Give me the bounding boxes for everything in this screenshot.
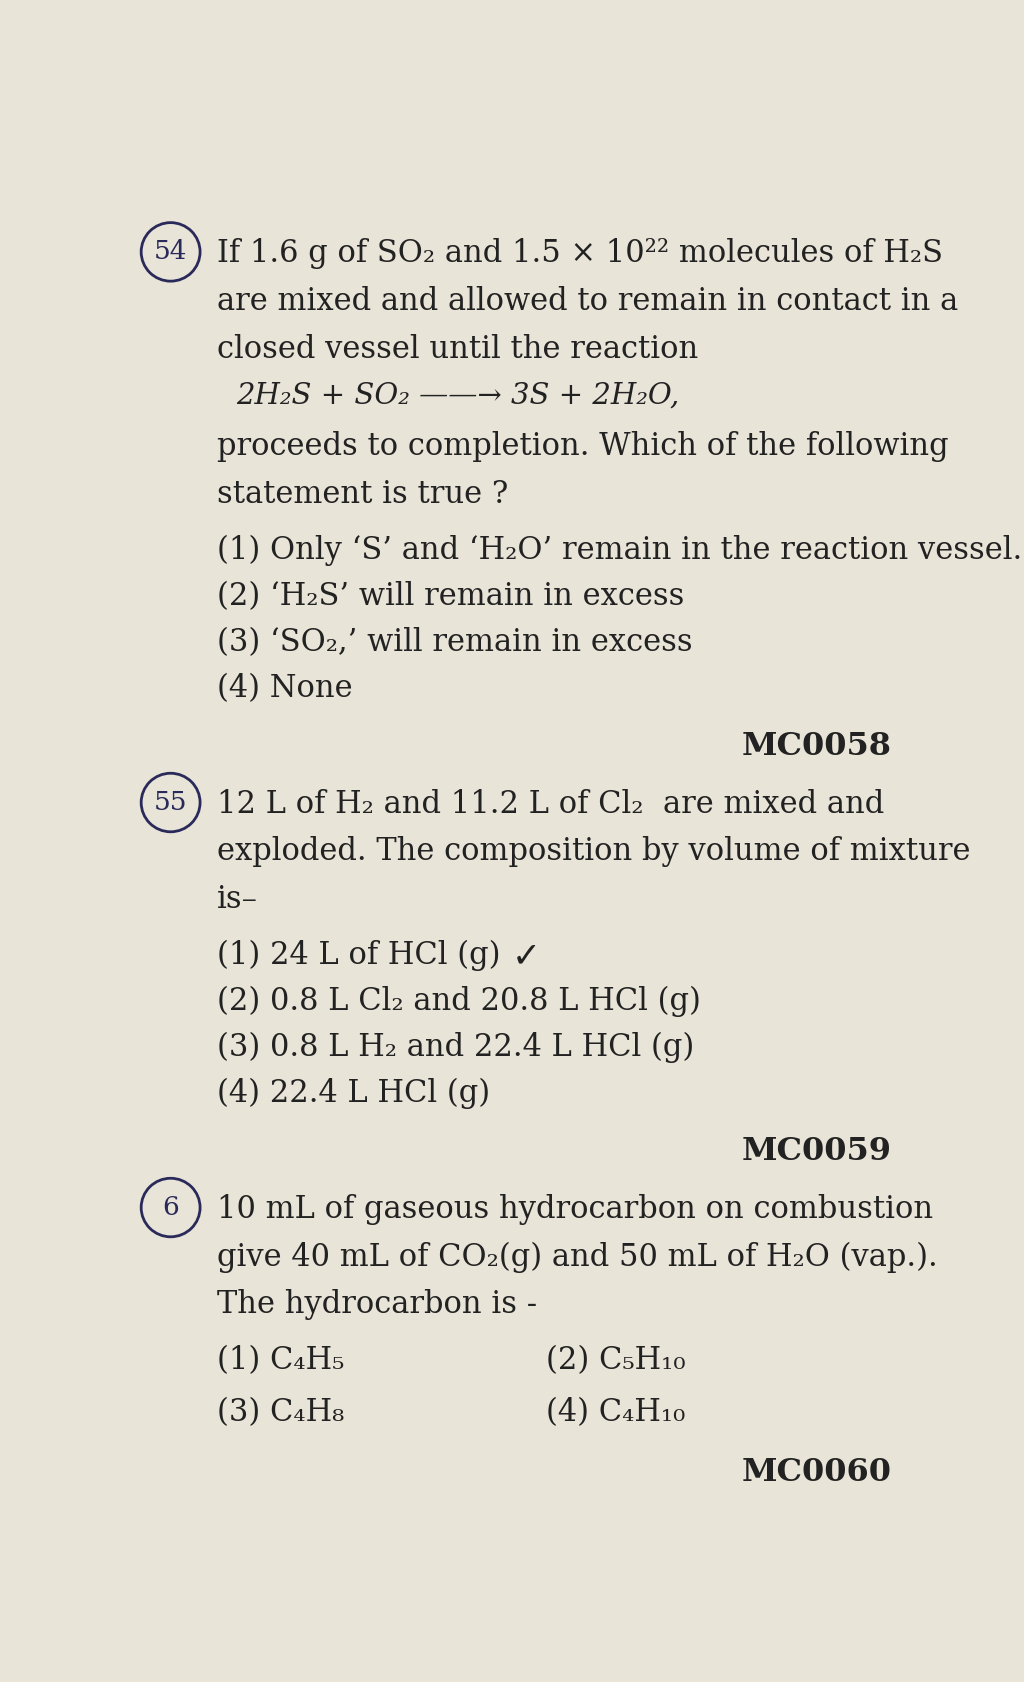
Text: (1) Only ‘S’ and ‘H₂O’ remain in the reaction vessel.: (1) Only ‘S’ and ‘H₂O’ remain in the rea…: [217, 535, 1022, 565]
Text: statement is true ?: statement is true ?: [217, 479, 508, 510]
Text: 54: 54: [154, 239, 187, 264]
Text: is–: is–: [217, 885, 258, 915]
Text: 2H₂S + SO₂ ——→ 3S + 2H₂O,: 2H₂S + SO₂ ——→ 3S + 2H₂O,: [237, 382, 680, 409]
Text: (4) C₄H₁₀: (4) C₄H₁₀: [547, 1398, 686, 1428]
Text: are mixed and allowed to remain in contact in a: are mixed and allowed to remain in conta…: [217, 286, 958, 316]
Text: (1) C₄H₅: (1) C₄H₅: [217, 1344, 344, 1376]
Text: 55: 55: [154, 791, 187, 816]
Text: The hydrocarbon is -: The hydrocarbon is -: [217, 1288, 538, 1320]
Text: If 1.6 g of SO₂ and 1.5 × 10²² molecules of H₂S: If 1.6 g of SO₂ and 1.5 × 10²² molecules…: [217, 239, 943, 269]
Text: (2) C₅H₁₀: (2) C₅H₁₀: [547, 1344, 686, 1376]
Text: (4) None: (4) None: [217, 673, 352, 705]
Text: MC0059: MC0059: [741, 1135, 891, 1167]
Text: closed vessel until the reaction: closed vessel until the reaction: [217, 333, 698, 365]
Text: exploded. The composition by volume of mixture: exploded. The composition by volume of m…: [217, 836, 971, 868]
Text: (3) ‘SO₂,’ will remain in excess: (3) ‘SO₂,’ will remain in excess: [217, 627, 693, 658]
Text: (4) 22.4 L HCl (g): (4) 22.4 L HCl (g): [217, 1078, 490, 1110]
Text: MC0058: MC0058: [741, 732, 891, 762]
Text: (3) 0.8 L H₂ and 22.4 L HCl (g): (3) 0.8 L H₂ and 22.4 L HCl (g): [217, 1033, 694, 1063]
Text: (3) C₄H₈: (3) C₄H₈: [217, 1398, 344, 1428]
Text: MC0060: MC0060: [741, 1457, 891, 1489]
Text: 10 mL of gaseous hydrocarbon on combustion: 10 mL of gaseous hydrocarbon on combusti…: [217, 1194, 933, 1224]
Text: 12 L of H₂ and 11.2 L of Cl₂  are mixed and: 12 L of H₂ and 11.2 L of Cl₂ are mixed a…: [217, 789, 885, 819]
Text: ✓: ✓: [512, 940, 541, 974]
Text: (1) 24 L of HCl (g): (1) 24 L of HCl (g): [217, 940, 501, 971]
Text: 6: 6: [162, 1194, 179, 1219]
Text: (2) ‘H₂S’ will remain in excess: (2) ‘H₂S’ will remain in excess: [217, 580, 684, 612]
Text: (2) 0.8 L Cl₂ and 20.8 L HCl (g): (2) 0.8 L Cl₂ and 20.8 L HCl (g): [217, 986, 701, 1018]
Text: give 40 mL of CO₂(g) and 50 mL of H₂O (vap.).: give 40 mL of CO₂(g) and 50 mL of H₂O (v…: [217, 1241, 938, 1273]
Text: proceeds to completion. Which of the following: proceeds to completion. Which of the fol…: [217, 431, 949, 463]
